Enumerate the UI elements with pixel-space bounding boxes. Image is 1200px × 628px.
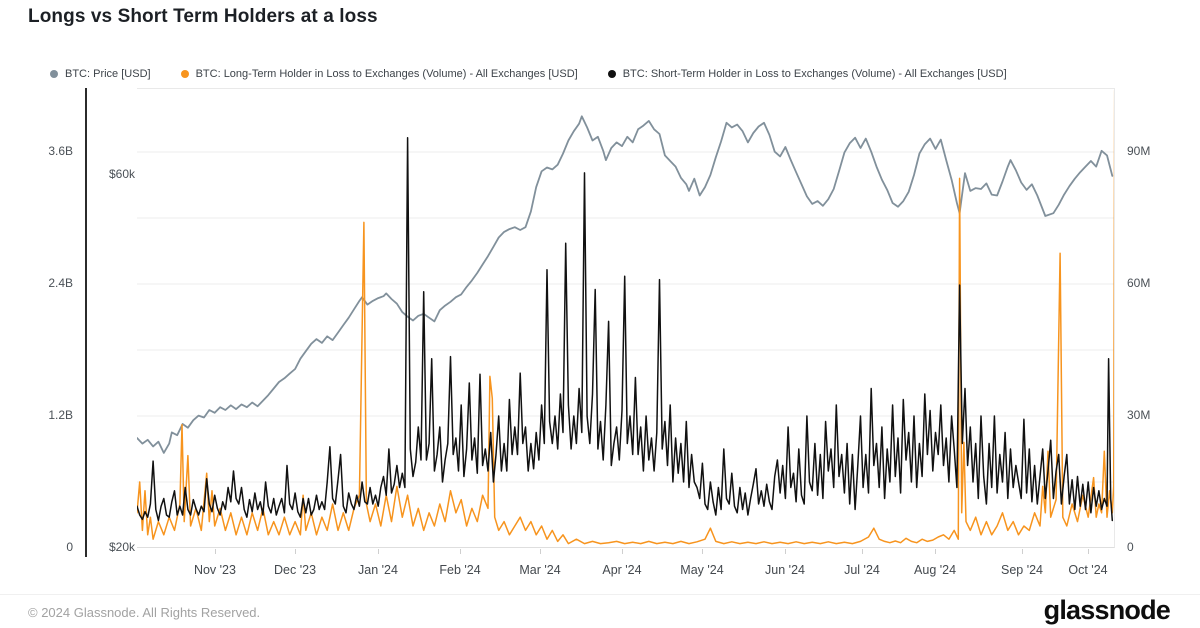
month-label: Jul '24 (844, 563, 880, 577)
page-title: Longs vs Short Term Holders at a loss (28, 6, 378, 27)
chart-legend: BTC: Price [USD] BTC: Long-Term Holder in… (50, 68, 1007, 80)
x-axis-tick (621, 549, 623, 554)
right-volume-tick: 30M (1127, 408, 1151, 422)
left-volume-tick: 3.6B (48, 144, 73, 158)
legend-item-0[interactable]: BTC: Price [USD] (50, 68, 151, 80)
x-axis-tick (1021, 549, 1023, 554)
x-axis-tick (377, 549, 379, 554)
chart-canvas[interactable] (136, 88, 1116, 548)
legend-dot-icon (607, 70, 616, 78)
series-line-2[interactable] (136, 136, 1114, 522)
legend-item-2[interactable]: BTC: Short-Term Holder in Loss to Exchan… (607, 68, 1007, 80)
month-label: May '24 (680, 563, 724, 577)
y-axis-spine (85, 88, 87, 557)
x-axis-tick (540, 549, 542, 554)
x-axis-tick (701, 549, 703, 554)
x-axis-tick (1088, 549, 1089, 554)
glassnode-logo: glassnode (1043, 595, 1171, 625)
month-label: Aug '24 (914, 563, 957, 577)
copyright-text: © 2024 Glassnode. All Rights Reserved. (28, 605, 261, 620)
series-line-1[interactable] (136, 89, 1116, 545)
month-label: Oct '24 (1068, 563, 1108, 577)
footer: © 2024 Glassnode. All Rights Reserved. g… (0, 594, 1200, 628)
month-label: Jun '24 (765, 563, 805, 577)
price-tick: $20k (108, 540, 135, 554)
plot-area[interactable] (136, 88, 1116, 548)
month-label: Dec '23 (274, 563, 317, 577)
month-label: Nov '23 (193, 563, 236, 577)
left-volume-tick: 0 (66, 540, 73, 554)
left-volume-tick: 2.4B (48, 276, 73, 290)
x-axis-tick (861, 549, 863, 554)
x-axis-tick (214, 549, 216, 554)
month-label: Feb '24 (439, 563, 481, 577)
series-line-0[interactable] (136, 115, 1114, 454)
legend-label: BTC: Short-Term Holder in Loss to Exchan… (622, 68, 1007, 80)
x-axis-tick (460, 549, 462, 554)
x-axis-tick (785, 549, 787, 554)
right-volume-tick: 60M (1127, 276, 1151, 290)
legend-label: BTC: Long-Term Holder in Loss to Exchang… (195, 68, 578, 80)
month-label: Apr '24 (602, 563, 642, 577)
right-volume-tick: 0 (1127, 540, 1134, 554)
month-label: Sep '24 (1000, 563, 1043, 577)
month-label: Jan '24 (358, 563, 398, 577)
right-volume-tick: 90M (1127, 144, 1151, 158)
month-label: Mar '24 (519, 563, 561, 577)
x-axis-tick (295, 549, 297, 554)
legend-dot-icon (50, 70, 58, 78)
left-volume-tick: 1.2B (48, 408, 73, 422)
legend-dot-icon (180, 70, 189, 78)
x-axis-tick (935, 549, 937, 554)
legend-item-1[interactable]: BTC: Long-Term Holder in Loss to Exchang… (180, 68, 578, 80)
legend-label: BTC: Price [USD] (65, 68, 151, 80)
price-tick: $60k (108, 167, 135, 181)
